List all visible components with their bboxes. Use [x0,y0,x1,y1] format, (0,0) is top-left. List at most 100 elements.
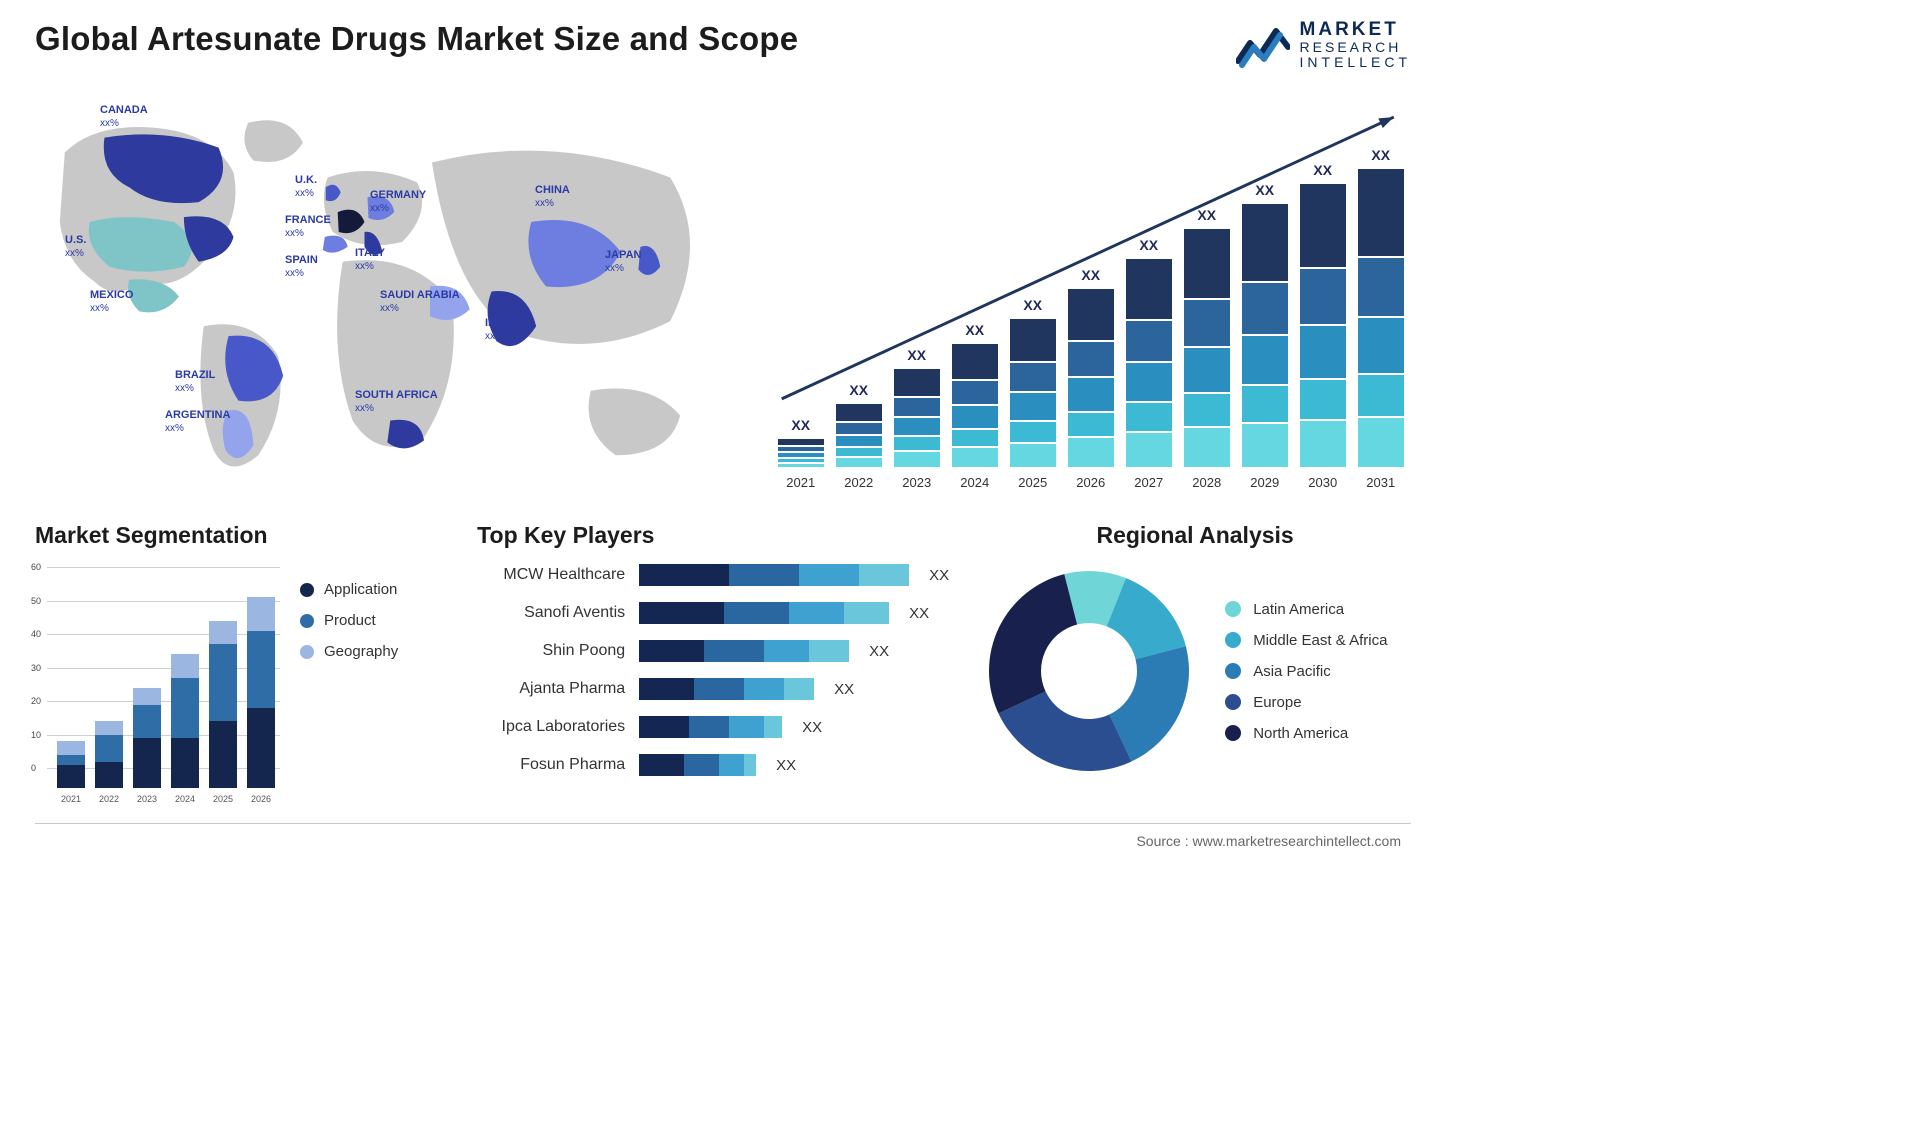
legend-label: Middle East & Africa [1253,632,1387,649]
legend-dot-icon [1225,725,1241,741]
player-value: XX [903,605,929,622]
growth-bar-segment [894,398,940,416]
growth-bar-segment [1242,386,1288,422]
segmentation-year: 2021 [57,794,85,804]
growth-bar-segment [1300,421,1346,468]
header: Global Artesunate Drugs Market Size and … [35,20,1411,69]
growth-bar: XX [778,439,824,469]
player-label: Ajanta Pharma [477,680,625,698]
growth-bar-value: XX [1126,237,1172,253]
growth-bar-value: XX [778,417,824,433]
segmentation-y-tick: 20 [31,696,41,706]
map-label: INDIAxx% [485,317,515,342]
growth-bar-segment [1068,378,1114,410]
growth-bar-segment [1068,438,1114,467]
segmentation-bar-segment [171,678,199,738]
segmentation-bar-segment [95,735,123,762]
growth-bar-segment [1184,348,1230,392]
segmentation-y-tick: 60 [31,562,41,572]
growth-bar-year: 2023 [894,475,940,490]
segmentation-gridline [47,701,280,702]
growth-bar-segment [1242,283,1288,334]
growth-bar: XX [1068,289,1114,469]
player-bar-segment [729,564,799,586]
growth-bar-year: 2021 [778,475,824,490]
players-title: Top Key Players [477,522,949,549]
player-bar-segment [694,678,744,700]
player-row: Fosun PharmaXX [477,751,949,779]
segmentation-bar-segment [247,597,275,631]
world-map: CANADAxx%U.S.xx%MEXICOxx%BRAZILxx%ARGENT… [35,89,730,494]
regional-legend: Latin America Middle East & Africa Asia Pa… [1225,601,1387,742]
map-label: U.S.xx% [65,234,86,259]
growth-bar: XX [1300,184,1346,469]
growth-bar-segment [1184,428,1230,467]
growth-bar-year: 2028 [1184,475,1230,490]
legend-label: Application [324,581,397,598]
player-bar-segment [639,564,729,586]
player-bar [639,564,909,586]
legend-label: Europe [1253,694,1301,711]
segmentation-bar-segment [57,741,85,754]
growth-bar-value: XX [1068,267,1114,283]
regional-title: Regional Analysis [979,522,1411,549]
growth-bar-segment [1242,204,1288,281]
segmentation-bar-segment [133,705,161,739]
map-label: CANADAxx% [100,104,148,129]
player-bar-segment [744,754,756,776]
player-label: Shin Poong [477,642,625,660]
segmentation-gridline [47,634,280,635]
growth-bar-segment [778,453,824,457]
growth-bar-segment [836,448,882,456]
growth-bar-segment [1242,424,1288,467]
growth-bar-segment [778,439,824,445]
legend-dot-icon [300,645,314,659]
growth-bar-segment [1300,326,1346,378]
segmentation-bar [57,741,85,788]
growth-bar-segment [1184,300,1230,346]
growth-bar-segment [1300,184,1346,267]
growth-bar-year: 2026 [1068,475,1114,490]
regional-legend-item: Asia Pacific [1225,663,1387,680]
growth-bar-segment [778,447,824,451]
growth-bar-segment [1010,319,1056,361]
player-value: XX [863,643,889,660]
segmentation-bar-segment [95,721,123,734]
player-bar [639,716,782,738]
player-bar-segment [744,678,784,700]
growth-bar-year: 2031 [1358,475,1404,490]
growth-bar-year: 2025 [1010,475,1056,490]
segmentation-chart: 0102030405060202120222023202420252026 [35,561,280,806]
segmentation-legend-item: Geography [300,643,398,660]
segmentation-year: 2023 [133,794,161,804]
player-row: Ajanta PharmaXX [477,675,949,703]
growth-bar-segment [1358,318,1404,373]
growth-bar-segment [1358,418,1404,467]
player-bar-segment [844,602,889,624]
legend-dot-icon [1225,601,1241,617]
segmentation-year: 2022 [95,794,123,804]
segmentation-bar-segment [57,755,85,765]
map-label: JAPANxx% [605,249,641,274]
player-bar-segment [689,716,729,738]
logo-text-line3: INTELLECT [1300,55,1411,70]
regional-legend-item: Latin America [1225,601,1387,618]
growth-bar: XX [1010,319,1056,469]
player-bar-segment [724,602,789,624]
legend-dot-icon [300,583,314,597]
growth-bar: XX [1242,204,1288,469]
segmentation-bar-segment [247,708,275,788]
segmentation-title: Market Segmentation [35,522,447,549]
growth-bar: XX [1184,229,1230,469]
player-bar-segment [704,640,764,662]
map-label: FRANCExx% [285,214,331,239]
growth-bar-segment [1358,169,1404,256]
player-bar-segment [684,754,719,776]
segmentation-panel: Market Segmentation 01020304050602021202… [35,522,447,832]
segmentation-gridline [47,601,280,602]
segmentation-bar-segment [209,621,237,644]
segmentation-bar [171,654,199,788]
growth-bar-segment [778,459,824,462]
player-bar-segment [639,754,684,776]
legend-dot-icon [1225,663,1241,679]
